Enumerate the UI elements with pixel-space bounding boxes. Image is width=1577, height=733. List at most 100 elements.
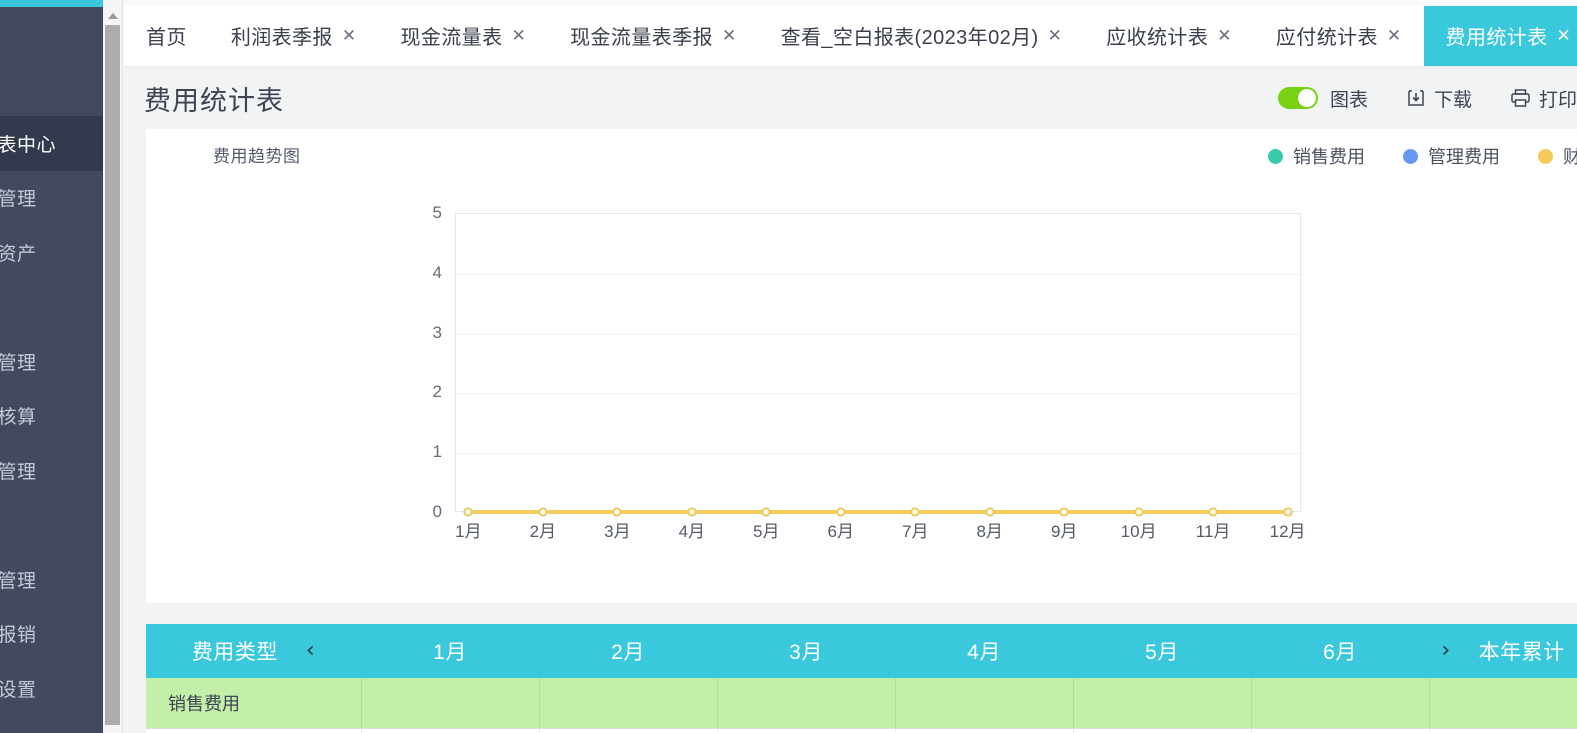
sidebar-item-8[interactable]: 务管理 [0, 443, 103, 498]
tab-1[interactable]: 利润表季报 ✕ [209, 5, 379, 66]
sidebar-item-2[interactable]: 报表中心 [0, 116, 103, 171]
sidebar-item-5[interactable]: 资 [0, 280, 103, 335]
series-point[interactable] [538, 507, 548, 517]
series-point[interactable] [463, 507, 473, 517]
sidebar-item-11[interactable]: 畅报销 [0, 607, 103, 662]
table-row[interactable] [146, 728, 1577, 733]
sidebar-scrollbar[interactable] [103, 0, 123, 733]
legend-label: 财务费用 [1563, 147, 1577, 167]
sidebar-item-label: 票管理 [0, 352, 37, 374]
sidebar-item-9[interactable]: 账 [0, 498, 103, 553]
series-point[interactable] [836, 507, 846, 517]
table-cell [1429, 728, 1577, 733]
tab-label: 应付统计表 [1275, 27, 1378, 49]
tab-close-icon[interactable]: ✕ [721, 25, 737, 45]
chart-title: 费用趋势图 [213, 147, 301, 166]
page-header: 费用统计表 图表 下载 [124, 67, 1577, 129]
print-button[interactable]: 打印 [1510, 85, 1577, 112]
table-cell [1251, 728, 1430, 733]
x-axis-tick: 5月 [753, 522, 780, 541]
series-line-2 [468, 510, 1288, 514]
tab-close-icon[interactable]: ✕ [1047, 25, 1063, 45]
series-point[interactable] [1208, 507, 1218, 517]
tab-3[interactable]: 现金流量表季报 ✕ [548, 5, 758, 66]
series-point[interactable] [985, 507, 995, 517]
scroll-up-arrow-icon[interactable] [103, 7, 122, 25]
legend-item-1[interactable]: 管理费用 [1403, 143, 1500, 169]
series-point[interactable] [687, 507, 697, 517]
series-point[interactable] [1134, 507, 1144, 517]
tab-5[interactable]: 应收统计表 ✕ [1084, 5, 1254, 66]
table-cell [717, 678, 896, 729]
table-cell [1251, 678, 1430, 729]
series-point[interactable] [761, 507, 771, 517]
col-header-label: 费用类型 [191, 641, 278, 664]
table-cell [361, 678, 540, 729]
series-point[interactable] [612, 507, 622, 517]
legend-label: 销售费用 [1293, 147, 1365, 167]
scrollbar-thumb[interactable] [105, 25, 120, 725]
x-axis-tick: 4月 [678, 522, 706, 541]
sidebar-item-1[interactable]: 账 [0, 62, 103, 117]
download-icon [1406, 88, 1426, 108]
table-cell: 销售费用 [146, 678, 362, 729]
sidebar: 页账报表中心金管理定资产资票管理存核算务管理账档管理畅报销础设置 [0, 0, 103, 733]
tab-7[interactable]: 费用统计表 ✕ [1423, 5, 1577, 66]
series-point[interactable] [1059, 507, 1069, 517]
legend-item-2[interactable]: 财务费用 [1538, 143, 1577, 169]
chart-toggle[interactable] [1277, 87, 1318, 109]
sidebar-item-12[interactable]: 础设置 [0, 661, 103, 716]
tab-close-icon[interactable]: ✕ [511, 25, 527, 45]
legend-item-0[interactable]: 销售费用 [1268, 143, 1365, 169]
x-axis-tick: 3月 [604, 522, 631, 541]
download-button[interactable]: 下载 [1406, 85, 1472, 112]
table-col-3: 3月 [717, 624, 895, 678]
tab-bar: 首页 利润表季报 ✕ 现金流量表 ✕ 现金流量表季报 ✕ 查看_空白报表(2023年02月) ✕… [124, 0, 1577, 67]
sidebar-item-4[interactable]: 定资产 [0, 225, 103, 280]
series-point[interactable] [1283, 507, 1293, 517]
table-cell [361, 728, 540, 733]
sidebar-menu: 页账报表中心金管理定资产资票管理存核算务管理账档管理畅报销础设置 [0, 7, 103, 716]
y-axis-tick: 5 [432, 203, 442, 222]
tab-0[interactable]: 首页 [124, 5, 209, 66]
report-table-wrapper[interactable]: 费用类型 ‹ 1月 2月 3月 4月 5月 6月 › 本年累计 销售费用 [146, 624, 1577, 733]
sidebar-item-7[interactable]: 存核算 [0, 389, 103, 444]
tab-close-icon[interactable]: ✕ [1556, 25, 1572, 45]
table-cell [1429, 678, 1577, 729]
tab-6[interactable]: 应付统计表 ✕ [1254, 5, 1424, 66]
sidebar-item-6[interactable]: 票管理 [0, 334, 103, 389]
table-cell [1073, 728, 1252, 733]
sidebar-item-0[interactable]: 页 [0, 7, 103, 62]
table-col-4: 4月 [895, 624, 1073, 678]
x-axis-tick: 9月 [1050, 522, 1078, 541]
table-header-row: 费用类型 ‹ 1月 2月 3月 4月 5月 6月 › 本年累计 [146, 624, 1577, 678]
y-axis-tick: 0 [432, 502, 442, 521]
tab-close-icon[interactable]: ✕ [1386, 25, 1402, 45]
table-col-5: 5月 [1073, 624, 1251, 678]
table-cell [539, 728, 718, 733]
report-table-head: 费用类型 ‹ 1月 2月 3月 4月 5月 6月 › 本年累计 [146, 624, 1577, 678]
tab-4[interactable]: 查看_空白报表(2023年02月) ✕ [759, 5, 1085, 66]
sidebar-item-label: 存核算 [0, 407, 37, 429]
report-table: 费用类型 ‹ 1月 2月 3月 4月 5月 6月 › 本年累计 销售费用 [146, 624, 1577, 733]
sidebar-item-10[interactable]: 档管理 [0, 552, 103, 607]
table-row[interactable]: 销售费用 [146, 678, 1577, 729]
tab-2[interactable]: 现金流量表 ✕ [378, 5, 548, 66]
tab-close-icon[interactable]: ✕ [1217, 25, 1232, 45]
sidebar-item-label: 务管理 [0, 461, 37, 483]
sidebar-item-label: 报表中心 [0, 134, 57, 156]
legend-label: 管理费用 [1428, 147, 1500, 167]
next-page-icon[interactable]: › [1441, 638, 1451, 663]
tab-close-icon[interactable]: ✕ [341, 25, 357, 45]
tab-label: 应收统计表 [1106, 27, 1209, 49]
chart-panel: 费用趋势图 销售费用 管理费用 财务费用 0 1 2 3 4 5 1月 2月 3月 4月 5月 6月 7月… [146, 129, 1577, 603]
sidebar-item-3[interactable]: 金管理 [0, 171, 103, 226]
series-point[interactable] [910, 507, 920, 517]
col-header-label: 1月 [433, 641, 467, 664]
x-axis-tick: 6月 [827, 522, 854, 541]
prev-page-icon[interactable]: ‹ [305, 638, 316, 663]
chart-toggle-label: 图表 [1329, 89, 1368, 111]
sidebar-item-label: 定资产 [0, 243, 37, 265]
y-axis-tick: 3 [432, 322, 442, 342]
